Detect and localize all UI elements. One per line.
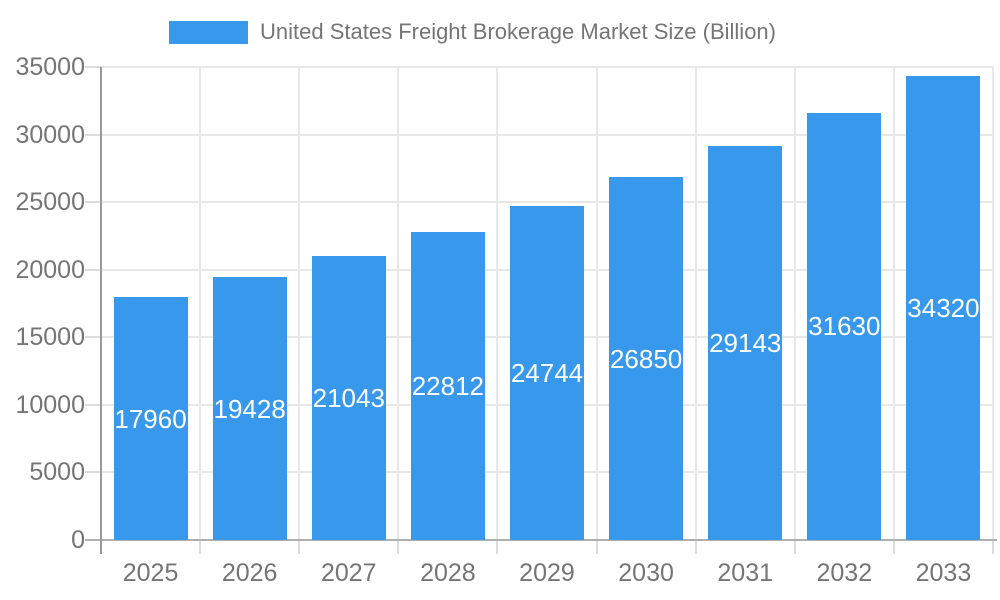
x-axis-tick <box>496 540 499 554</box>
x-axis-tick <box>199 540 202 554</box>
y-axis-tick <box>85 403 101 406</box>
x-gridline <box>992 67 994 540</box>
x-gridline <box>298 67 301 540</box>
bar[interactable] <box>212 277 287 540</box>
x-gridline <box>496 67 499 540</box>
y-axis-tick <box>85 268 101 271</box>
x-gridline <box>199 67 202 540</box>
y-gridline <box>101 201 993 204</box>
bar[interactable] <box>609 177 684 540</box>
y-axis-label: 5000 <box>29 458 85 487</box>
legend[interactable]: United States Freight Brokerage Market S… <box>169 19 776 45</box>
y-axis-tick <box>85 66 101 68</box>
x-gridline <box>595 67 598 540</box>
x-axis-line <box>85 539 997 541</box>
y-axis-tick <box>85 133 101 136</box>
x-axis-tick <box>595 540 598 554</box>
x-axis-label: 2033 <box>915 559 972 587</box>
x-axis-label: 2026 <box>221 559 278 587</box>
bar[interactable] <box>410 231 485 540</box>
y-axis-label: 35000 <box>15 53 85 81</box>
x-gridline <box>694 67 697 540</box>
x-axis-label: 2028 <box>420 559 476 587</box>
legend-swatch-icon[interactable] <box>169 20 248 44</box>
bar[interactable] <box>311 255 386 540</box>
x-axis-tick <box>298 540 301 554</box>
legend-label: United States Freight Brokerage Market S… <box>260 19 776 44</box>
x-axis-label: 2027 <box>320 559 377 587</box>
y-axis-line <box>100 67 102 554</box>
x-axis-label: 2030 <box>618 559 674 587</box>
y-axis-label: 20000 <box>15 255 85 284</box>
y-axis-tick <box>85 471 101 474</box>
x-axis-label: 2031 <box>717 559 774 587</box>
bar[interactable] <box>807 112 882 540</box>
x-axis-tick <box>694 540 697 554</box>
x-gridline <box>793 67 796 540</box>
y-axis-label: 0 <box>71 526 85 554</box>
x-axis-tick <box>892 540 895 554</box>
bar[interactable] <box>113 297 188 540</box>
x-axis-label: 2025 <box>122 559 179 587</box>
bar[interactable] <box>906 76 981 540</box>
x-axis-label: 2032 <box>816 559 873 587</box>
x-axis-tick <box>397 540 400 554</box>
y-gridline <box>101 66 993 68</box>
y-gridline <box>101 133 993 136</box>
y-axis-label: 30000 <box>15 120 85 149</box>
y-axis-tick <box>85 201 101 204</box>
x-axis-tick <box>992 540 994 554</box>
y-axis-tick <box>85 336 101 339</box>
y-axis-label: 10000 <box>15 390 85 419</box>
x-axis-tick <box>793 540 796 554</box>
x-gridline <box>892 67 895 540</box>
x-axis-label: 2029 <box>519 559 575 587</box>
bar[interactable] <box>708 146 783 540</box>
y-axis-label: 25000 <box>15 188 85 217</box>
bar[interactable] <box>510 205 584 540</box>
y-axis-label: 15000 <box>15 323 85 352</box>
x-gridline <box>397 67 400 540</box>
